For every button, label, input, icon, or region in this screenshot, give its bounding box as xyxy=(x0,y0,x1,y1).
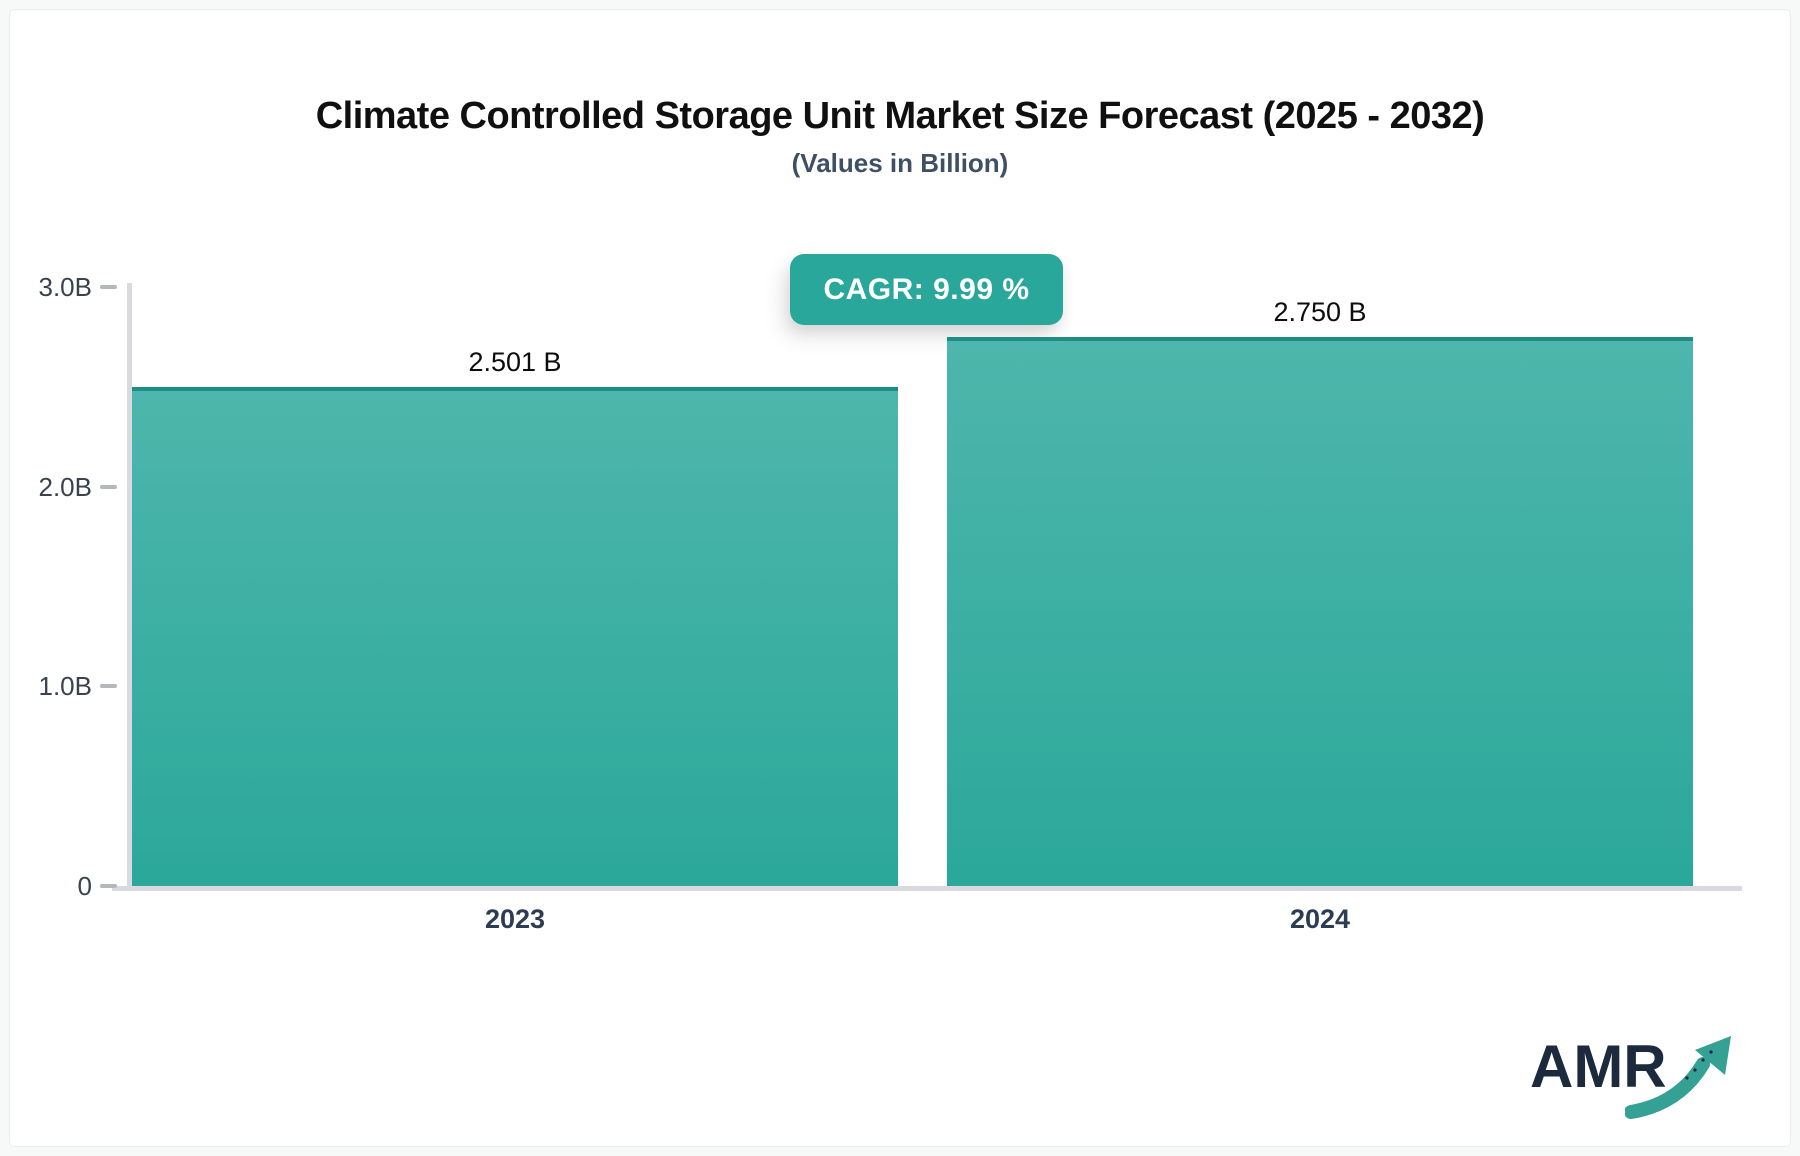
y-tick-label: 3.0B xyxy=(38,272,93,302)
bar-value-label: 2.750 B xyxy=(1273,296,1367,327)
chart-title: Climate Controlled Storage Unit Market S… xyxy=(315,95,1485,137)
amr-logo-text: AMR xyxy=(1530,1033,1667,1100)
y-axis-line xyxy=(127,283,132,891)
amr-logo: AMR xyxy=(1525,1026,1731,1119)
y-tick-dash xyxy=(100,285,117,289)
bar-2024 xyxy=(947,336,1693,886)
y-tick-dash xyxy=(100,684,117,689)
y-tick-label: 0 xyxy=(77,871,92,901)
chart-subtitle: (Values in Billion) xyxy=(791,148,1009,178)
growth-arrow-icon xyxy=(1625,1036,1731,1119)
x-category-label: 2023 xyxy=(484,904,546,934)
y-tick-label: 2.0B xyxy=(38,471,93,502)
y-tick-dash xyxy=(100,484,117,489)
x-axis-line xyxy=(112,886,1742,891)
bar-value-label: 2.501 B xyxy=(468,346,562,377)
y-tick-dash xyxy=(100,884,117,888)
cagr-badge: CAGR: 9.99 % xyxy=(790,254,1063,325)
y-tick-label: 1.0B xyxy=(38,671,93,702)
bar-2023 xyxy=(132,386,898,886)
x-category-label: 2024 xyxy=(1289,904,1351,934)
cagr-badge-label: CAGR: 9.99 % xyxy=(823,272,1030,306)
